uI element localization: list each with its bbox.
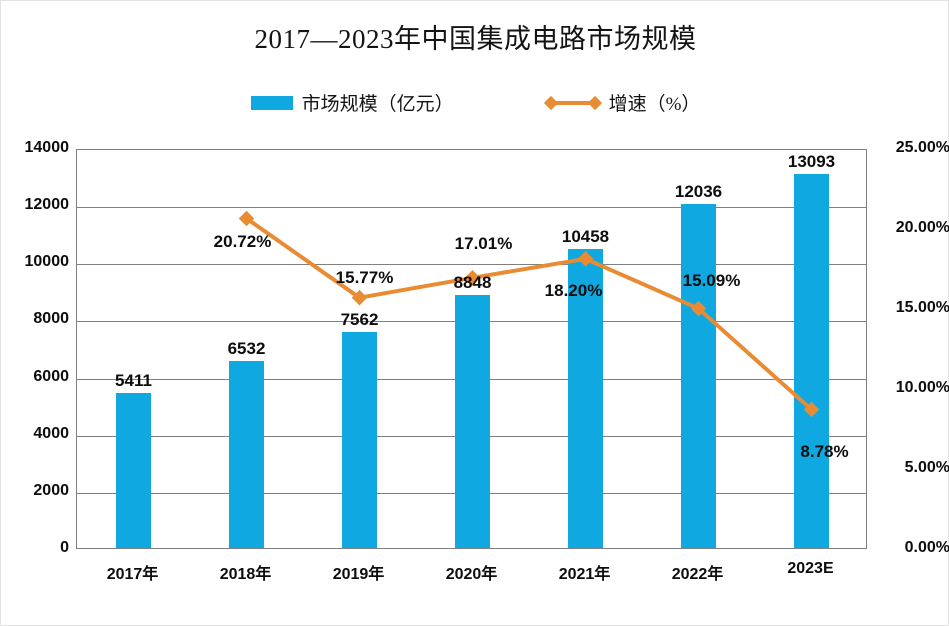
legend-bar-swatch-icon [250, 95, 293, 110]
x-axis-tick: 2023E [787, 560, 834, 577]
y-axis-left-tick: 10000 [24, 253, 70, 271]
bar-value-label: 10458 [561, 227, 610, 247]
y-axis-left-tick: 2000 [33, 481, 69, 499]
y-axis-right-tick: 15.00% [895, 299, 949, 316]
y-axis-left-tick: 0 [60, 539, 69, 556]
plot-area: 5411 6532 7562 8848 10458 12036 13093 20.72% 15… [76, 149, 867, 549]
y-axis-left-tick: 4000 [33, 424, 69, 442]
y-axis-right-tick: 5.00% [904, 459, 949, 476]
bar[interactable] [455, 295, 490, 548]
y-axis-right-tick: 25.00% [895, 139, 949, 156]
y-axis-right-tick: 10.00% [895, 379, 949, 396]
chart-title: 2017—2023年中国集成电路市场规模 [254, 24, 697, 54]
legend-item-growth-rate[interactable]: 增速（%） [543, 89, 701, 116]
bar[interactable] [116, 393, 151, 548]
growth-value-label: 15.09% [682, 270, 741, 290]
gridline [77, 264, 866, 265]
growth-value-label: 8.78% [800, 441, 849, 461]
legend-label-market-size: 市场规模（亿元） [301, 94, 454, 115]
y-axis-right-tick: 0.00% [904, 539, 949, 556]
bar-value-label: 5411 [115, 371, 152, 391]
line-marker[interactable] [238, 210, 255, 227]
bar[interactable] [342, 331, 377, 548]
x-axis-tick: 2021年 [558, 566, 611, 583]
x-axis-tick: 2022年 [671, 566, 724, 583]
y-axis-right-tick: 20.00% [895, 219, 949, 236]
line-marker[interactable] [351, 289, 368, 306]
bar[interactable] [681, 204, 716, 548]
bar-value-label: 6532 [227, 339, 266, 359]
y-axis-left-tick: 12000 [24, 196, 70, 214]
x-axis-tick: 2020年 [445, 566, 498, 583]
growth-value-label: 20.72% [213, 232, 272, 252]
bar-value-label: 12036 [674, 182, 723, 202]
bar-value-label: 8848 [453, 273, 492, 293]
y-axis-left-tick: 8000 [33, 310, 69, 328]
growth-value-label: 17.01% [454, 233, 513, 253]
bar[interactable] [794, 173, 829, 548]
bar-value-label: 7562 [340, 309, 379, 329]
x-axis-tick: 2019年 [332, 566, 385, 583]
y-axis-left-tick: 6000 [33, 367, 69, 385]
y-axis-left-tick: 14000 [24, 139, 70, 156]
chart-legend: 市场规模（亿元） 增速（%） [1, 89, 949, 116]
gridline [77, 207, 866, 208]
bar[interactable] [229, 361, 264, 548]
legend-label-growth-rate: 增速（%） [608, 94, 701, 115]
legend-line-swatch-icon [543, 95, 602, 110]
x-axis-tick: 2018年 [219, 566, 272, 583]
bar-value-label: 13093 [787, 151, 836, 171]
growth-value-label: 18.20% [544, 280, 603, 300]
legend-item-market-size[interactable]: 市场规模（亿元） [250, 89, 454, 116]
x-axis-tick: 2017年 [106, 566, 159, 583]
growth-value-label: 15.77% [335, 267, 394, 287]
